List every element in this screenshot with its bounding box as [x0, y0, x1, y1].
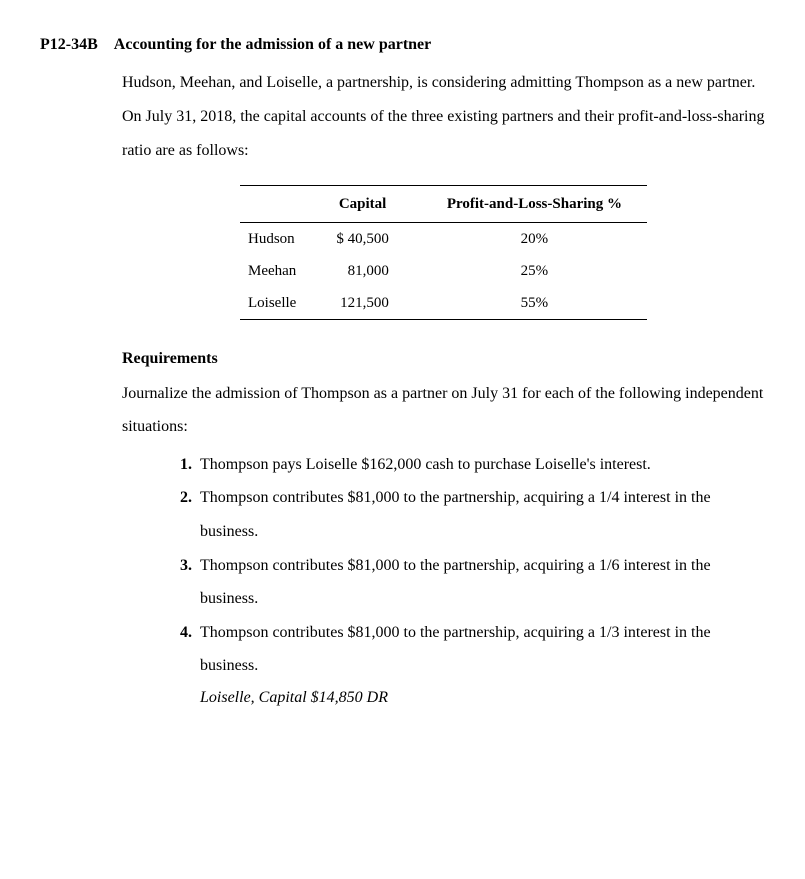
- requirements-intro: Journalize the admission of Thompson as …: [122, 377, 765, 444]
- table-row: Hudson $ 40,500 20%: [240, 223, 647, 256]
- requirement-item: Thompson pays Loiselle $162,000 cash to …: [180, 448, 765, 482]
- problem-title: Accounting for the admission of a new pa…: [114, 30, 431, 60]
- requirements-list: Thompson pays Loiselle $162,000 cash to …: [180, 448, 765, 683]
- partner-capital: 81,000: [326, 255, 407, 287]
- requirement-hint: Loiselle, Capital $14,850 DR: [200, 683, 765, 713]
- requirement-item: Thompson contributes $81,000 to the part…: [180, 616, 765, 683]
- partner-pct: 20%: [407, 223, 647, 256]
- table-row: Loiselle 121,500 55%: [240, 287, 647, 320]
- partner-name: Hudson: [240, 223, 326, 256]
- problem-intro: Hudson, Meehan, and Loiselle, a partners…: [122, 66, 765, 167]
- problem-number: P12-34B: [40, 30, 98, 60]
- partner-name: Loiselle: [240, 287, 326, 320]
- partner-capital: 121,500: [326, 287, 407, 320]
- requirement-item: Thompson contributes $81,000 to the part…: [180, 549, 765, 616]
- partner-capital: $ 40,500: [326, 223, 407, 256]
- partner-name: Meehan: [240, 255, 326, 287]
- requirement-item: Thompson contributes $81,000 to the part…: [180, 481, 765, 548]
- table-header-name: [240, 186, 326, 223]
- partner-pct: 55%: [407, 287, 647, 320]
- requirements-heading: Requirements: [122, 344, 765, 374]
- partner-pct: 25%: [407, 255, 647, 287]
- partners-table: Capital Profit-and-Loss-Sharing % Hudson…: [240, 185, 647, 320]
- table-header-capital: Capital: [326, 186, 407, 223]
- table-header-pct: Profit-and-Loss-Sharing %: [407, 186, 647, 223]
- table-row: Meehan 81,000 25%: [240, 255, 647, 287]
